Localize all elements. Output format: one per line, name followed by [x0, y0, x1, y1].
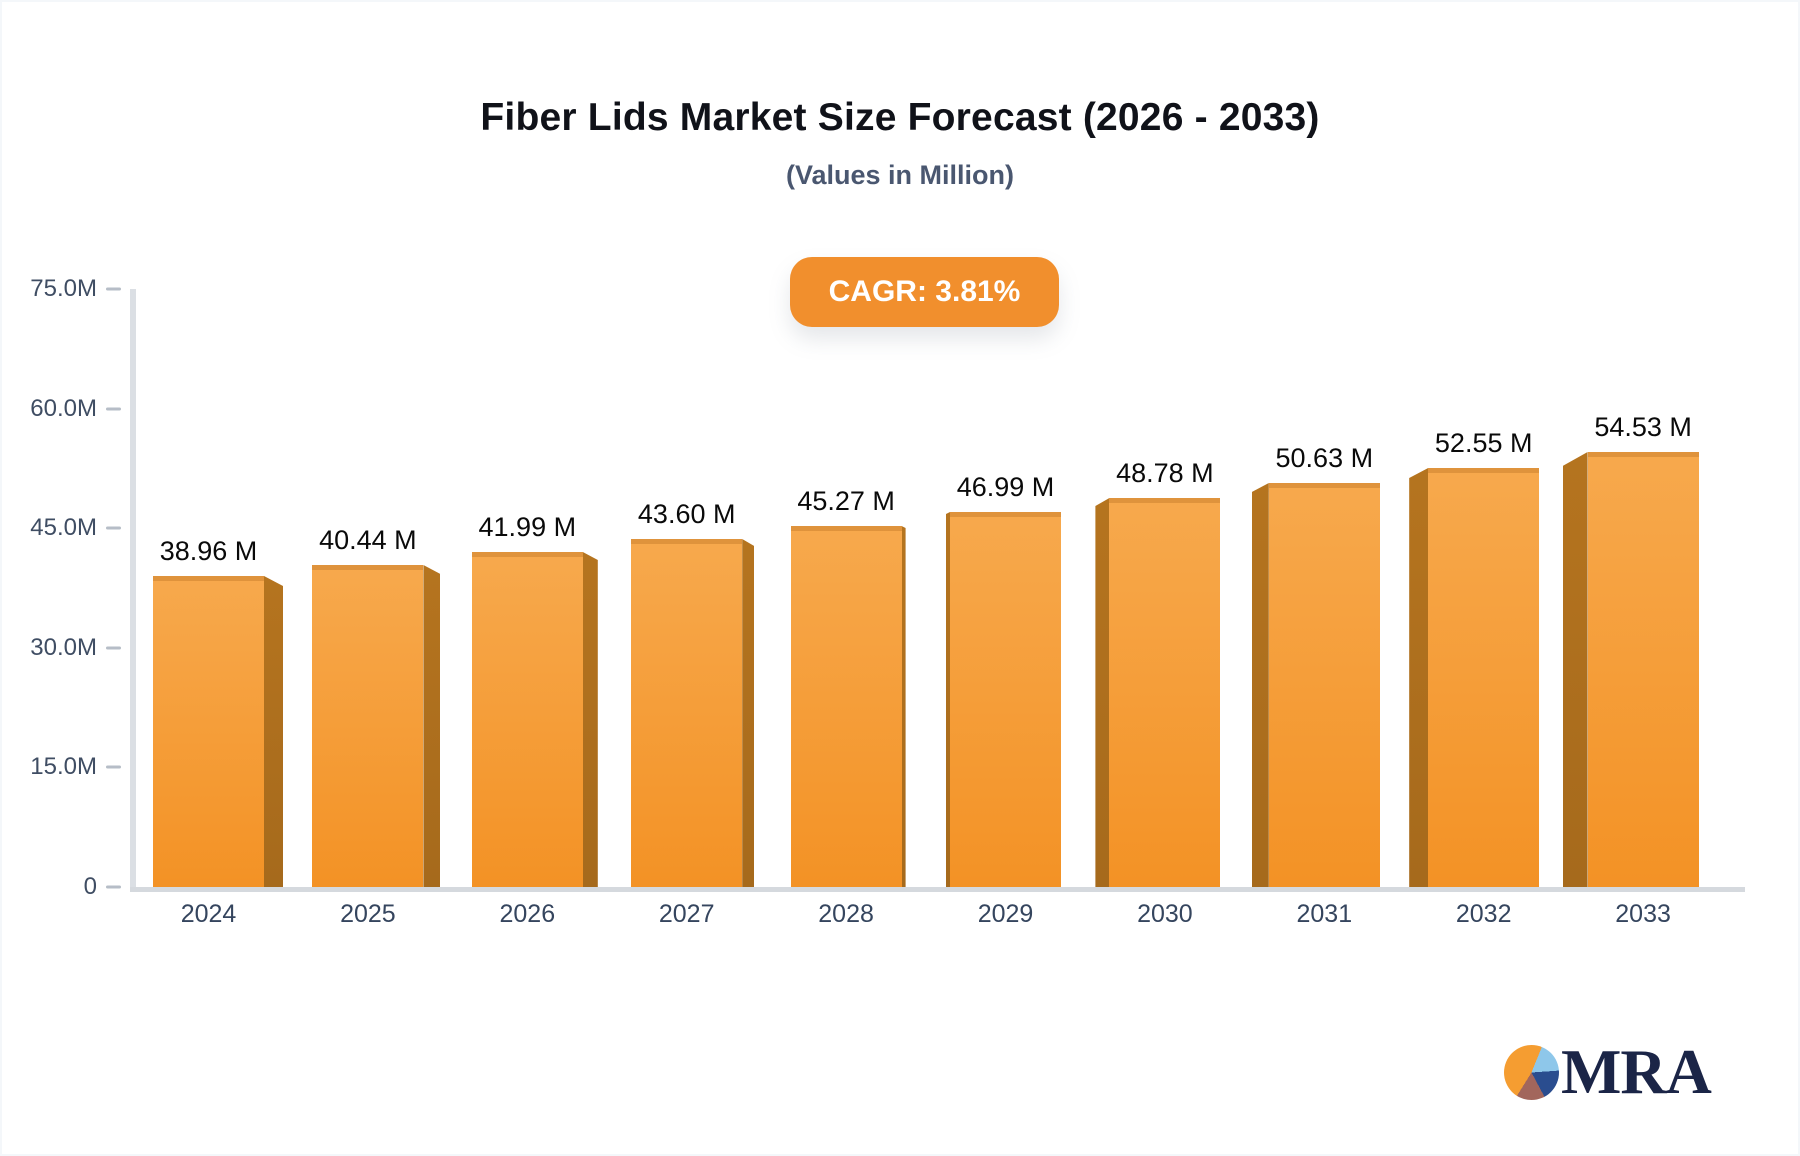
- x-axis-label-2027: 2027: [658, 900, 715, 928]
- bar-2026: [471, 552, 583, 887]
- bar-value-label-2029: 46.99 M: [956, 472, 1055, 502]
- bar-2032: [1428, 468, 1540, 887]
- y-axis-tick-label: 30.0M: [30, 633, 97, 661]
- x-axis-label-2025: 2025: [340, 900, 396, 928]
- y-axis-tick-label: 0: [83, 873, 97, 900]
- x-axis-label-2024: 2024: [180, 900, 237, 928]
- chart-subtitle: (Values in Million): [785, 160, 1015, 190]
- y-axis-tick-mark: [106, 646, 121, 650]
- bar-side-2027: [742, 539, 755, 887]
- bar-side-2026: [582, 552, 598, 887]
- x-axis-label-2032: 2032: [1455, 900, 1512, 928]
- y-axis-tick-label: 60.0M: [30, 394, 97, 422]
- bar-side-2030: [1095, 498, 1110, 887]
- bar-value-label-2025: 40.44 M: [319, 525, 417, 555]
- bar-value-label-2028: 45.27 M: [797, 486, 895, 516]
- bar-2024: [153, 576, 264, 887]
- x-axis-label-2030: 2030: [1137, 900, 1193, 928]
- chart-title: Fiber Lids Market Size Forecast (2026 - …: [480, 96, 1320, 139]
- bar-value-label-2031: 50.63 M: [1275, 443, 1374, 473]
- pie-chart-logo-icon: [1504, 1044, 1559, 1100]
- y-axis-line: [130, 289, 136, 892]
- x-axis-label-2029: 2029: [977, 900, 1034, 928]
- bar-side-2024: [264, 576, 283, 887]
- bar-2027: [631, 539, 743, 887]
- bar-2028: [790, 526, 902, 887]
- bar-2033: [1587, 452, 1699, 887]
- x-axis-label-2028: 2028: [818, 900, 874, 928]
- bar-2025: [312, 565, 424, 887]
- y-axis-tick-mark: [106, 407, 121, 411]
- mra-logo: MRA: [1504, 1036, 1712, 1107]
- bar-2029: [950, 512, 1061, 887]
- bar-side-2028: [901, 526, 906, 887]
- bar-value-label-2027: 43.60 M: [637, 499, 736, 529]
- bar-2031: [1268, 483, 1380, 887]
- y-axis-tick-mark: [106, 526, 121, 530]
- x-axis-line: [130, 887, 1745, 892]
- y-axis-tick-mark: [106, 765, 121, 769]
- bar-side-2032: [1409, 468, 1429, 887]
- bar-value-label-2032: 52.55 M: [1434, 428, 1533, 458]
- bar-value-label-2024: 38.96 M: [159, 536, 258, 566]
- bar-value-label-2030: 48.78 M: [1116, 458, 1214, 488]
- y-axis-tick-mark: [106, 287, 121, 291]
- bar-side-2033: [1562, 452, 1588, 887]
- y-axis-tick-label: 75.0M: [30, 275, 97, 302]
- bar-side-2025: [423, 565, 441, 887]
- bar-side-2029: [946, 512, 950, 887]
- bar-value-label-2033: 54.53 M: [1594, 412, 1692, 442]
- cagr-badge-label: CAGR: 3.81%: [828, 275, 1021, 308]
- y-axis-tick-mark: [106, 885, 121, 889]
- y-axis-tick-label: 15.0M: [30, 753, 97, 781]
- cagr-badge: CAGR: 3.81%: [790, 257, 1059, 327]
- bar-2030: [1109, 498, 1221, 887]
- x-axis-label-2031: 2031: [1296, 900, 1353, 928]
- bar-side-2031: [1251, 483, 1269, 887]
- x-axis-label-2033: 2033: [1615, 900, 1671, 928]
- logo-text: MRA: [1561, 1036, 1712, 1107]
- y-axis-tick-label: 45.0M: [30, 514, 97, 542]
- x-axis-label-2026: 2026: [499, 900, 556, 928]
- bar-value-label-2026: 41.99 M: [478, 512, 577, 542]
